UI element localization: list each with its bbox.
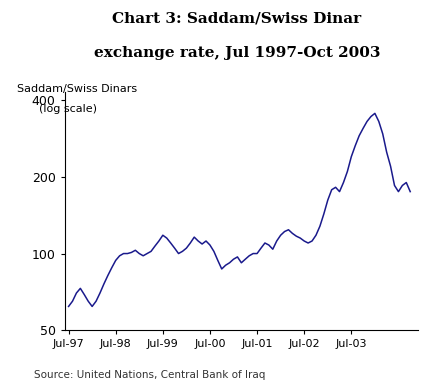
Text: Chart 3: Saddam/Swiss Dinar: Chart 3: Saddam/Swiss Dinar (112, 12, 361, 25)
Text: exchange rate, Jul 1997-Oct 2003: exchange rate, Jul 1997-Oct 2003 (94, 46, 379, 60)
Text: (log scale): (log scale) (39, 104, 97, 114)
Text: Saddam/Swiss Dinars: Saddam/Swiss Dinars (17, 84, 137, 94)
Text: Source: United Nations, Central Bank of Iraq: Source: United Nations, Central Bank of … (34, 370, 265, 380)
